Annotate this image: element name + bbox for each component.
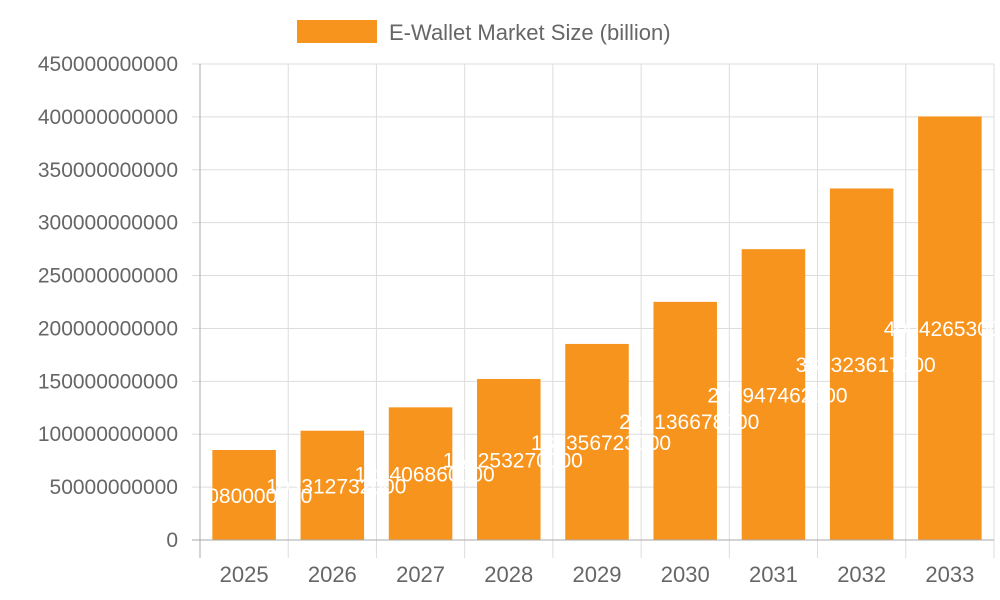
bar-2031[interactable] [741, 249, 806, 540]
data-label-2026: 103312732000 [266, 475, 406, 498]
axes-layer: 0 50000000000 100000000000 150000000000 2000… [38, 53, 994, 587]
data-label-2028: 152253270000 [443, 449, 583, 472]
x-tick-label: 2025 [220, 562, 269, 587]
y-tick-label: 150000000000 [38, 370, 178, 393]
legend[interactable]: E-Wallet Market Size (billion) [297, 20, 671, 45]
y-tick-label: 250000000000 [38, 265, 178, 288]
bars-layer [212, 116, 982, 540]
data-label-2025: 85080000000 [184, 485, 312, 508]
y-tick-label: 100000000000 [38, 423, 178, 446]
x-tick-label: 2026 [308, 562, 357, 587]
y-tick-label: 400000000000 [38, 106, 178, 129]
bar-2028[interactable] [477, 378, 541, 540]
bar-2025[interactable] [212, 450, 276, 540]
y-tick-label: 300000000000 [38, 212, 178, 235]
bar-2032[interactable] [829, 188, 894, 540]
legend-swatch [297, 20, 377, 43]
y-tick-label: 200000000000 [38, 317, 178, 340]
x-tick-label: 2027 [396, 562, 445, 587]
y-tick-label: 0 [166, 529, 178, 552]
data-labels-layer: 8508000000010331273200012540686000015225… [184, 318, 1000, 508]
data-label-2030: 225136678000 [619, 411, 759, 434]
x-tick-label: 2031 [749, 562, 798, 587]
bar-2027[interactable] [388, 407, 453, 540]
y-tick-label: 350000000000 [38, 159, 178, 182]
x-tick-label: 2033 [925, 562, 974, 587]
x-tick-label: 2028 [484, 562, 533, 587]
bar-2029[interactable] [565, 343, 629, 540]
y-tick-label: 50000000000 [50, 476, 178, 499]
y-tick-label: 450000000000 [38, 53, 178, 76]
bar-2026[interactable] [300, 430, 365, 540]
data-label-2033: 400426530000 [884, 318, 1000, 341]
data-label-2032: 332323617000 [796, 354, 936, 377]
x-tick-label: 2030 [661, 562, 710, 587]
x-tick-label: 2032 [837, 562, 886, 587]
data-label-2029: 185356723000 [531, 432, 671, 455]
x-tick-label: 2029 [573, 562, 622, 587]
bar-2033[interactable] [918, 116, 982, 540]
data-label-2027: 125406860000 [354, 464, 494, 487]
bar-2030[interactable] [653, 301, 717, 540]
legend-label: E-Wallet Market Size (billion) [389, 20, 671, 45]
data-label-2031: 274947462000 [707, 385, 847, 408]
